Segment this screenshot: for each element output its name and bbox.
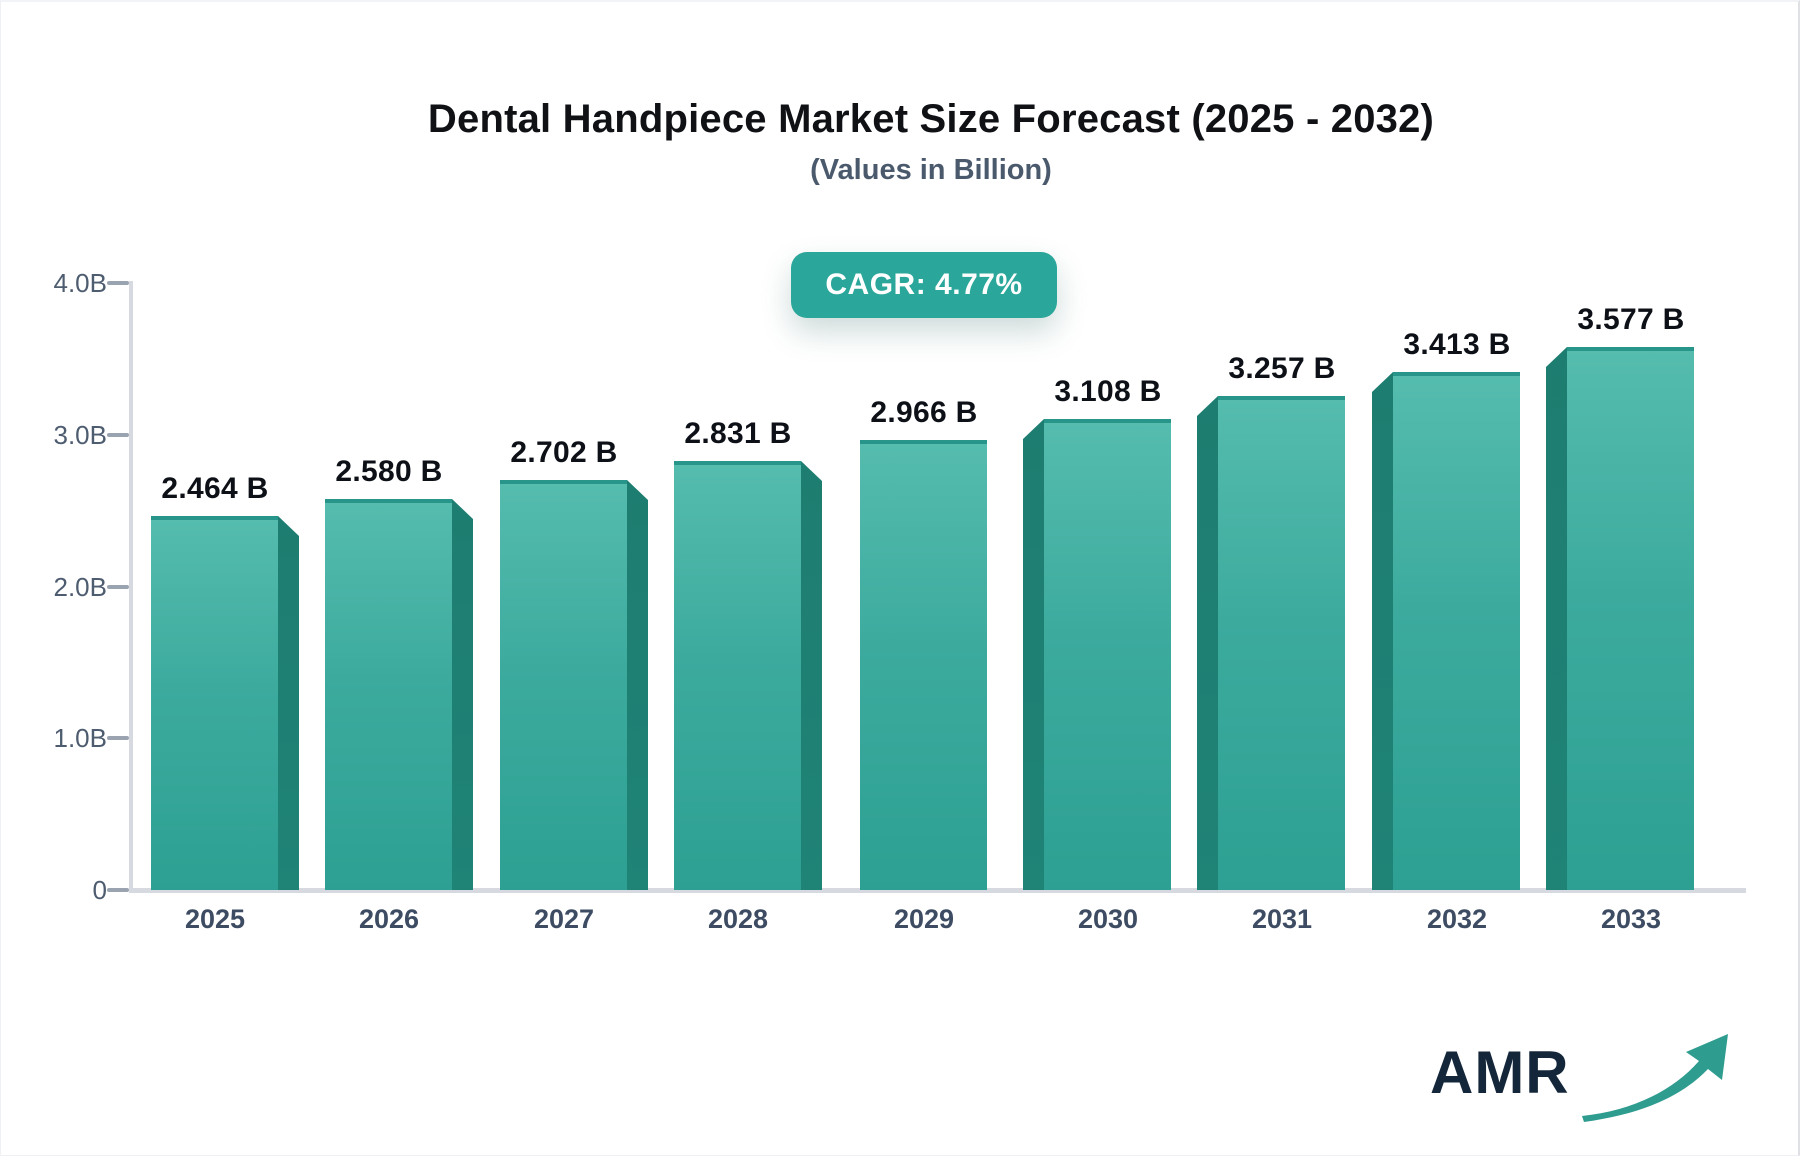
cagr-badge: CAGR: 4.77% bbox=[791, 252, 1057, 318]
x-tick-label: 2028 bbox=[707, 904, 769, 934]
y-tick-label: 0 bbox=[92, 875, 107, 905]
bar-value-label: 3.257 B bbox=[1228, 352, 1336, 385]
x-tick-label: 2026 bbox=[358, 904, 420, 934]
bar-value-label: 3.577 B bbox=[1577, 303, 1685, 336]
chart-title: Dental Handpiece Market Size Forecast (2… bbox=[427, 97, 1435, 141]
bar-2026 bbox=[325, 499, 452, 890]
y-axis-line bbox=[129, 281, 133, 890]
bar-2031 bbox=[1218, 396, 1345, 890]
bar-value-label: 3.108 B bbox=[1054, 375, 1162, 408]
bar-value-label: 2.580 B bbox=[335, 455, 443, 488]
bar-value-label: 3.413 B bbox=[1403, 328, 1511, 361]
x-axis-baseline bbox=[129, 888, 1746, 893]
amr-logo-text: AMR bbox=[1430, 1039, 1570, 1106]
bar-value-label: 2.464 B bbox=[161, 472, 269, 505]
amr-logo: AMR bbox=[1430, 1020, 1728, 1130]
bar-2027 bbox=[500, 480, 627, 890]
y-tick-mark bbox=[107, 433, 129, 437]
bar-side-face bbox=[1023, 419, 1044, 890]
bar-side-face bbox=[801, 461, 822, 890]
y-tick-mark bbox=[107, 585, 129, 589]
bar-2030 bbox=[1044, 419, 1171, 890]
y-tick-label: 3.0B bbox=[53, 420, 108, 450]
x-tick-label: 2027 bbox=[533, 904, 595, 934]
x-tick-label: 2031 bbox=[1251, 904, 1313, 934]
bar-value-label: 2.966 B bbox=[870, 396, 978, 429]
bar-2032 bbox=[1393, 372, 1520, 890]
y-tick-label: 1.0B bbox=[53, 723, 108, 753]
x-tick-label: 2030 bbox=[1077, 904, 1139, 934]
y-tick-mark bbox=[107, 736, 129, 740]
x-tick-label: 2033 bbox=[1600, 904, 1662, 934]
bar-2028 bbox=[674, 461, 801, 890]
growth-arrow-icon bbox=[1582, 1034, 1728, 1122]
y-tick-mark bbox=[107, 281, 129, 285]
x-tick-label: 2029 bbox=[893, 904, 955, 934]
bar-side-face bbox=[452, 499, 473, 890]
bar-side-face bbox=[1546, 347, 1567, 890]
bar-value-label: 2.702 B bbox=[510, 436, 618, 469]
y-tick-label: 2.0B bbox=[53, 572, 108, 602]
y-tick-label: 4.0B bbox=[53, 268, 108, 298]
bar-side-face bbox=[278, 516, 299, 890]
x-tick-label: 2032 bbox=[1426, 904, 1488, 934]
bar-2025 bbox=[151, 516, 278, 890]
bar-side-face bbox=[627, 480, 648, 890]
bar-side-face bbox=[1372, 372, 1393, 890]
y-tick-mark bbox=[107, 888, 129, 892]
bar-side-face bbox=[1197, 396, 1218, 890]
bar-2029 bbox=[860, 440, 987, 890]
x-tick-label: 2025 bbox=[184, 904, 246, 934]
bar-value-label: 2.831 B bbox=[684, 417, 792, 450]
bar-2033 bbox=[1567, 347, 1694, 890]
chart-subtitle: (Values in Billion) bbox=[810, 154, 1052, 186]
